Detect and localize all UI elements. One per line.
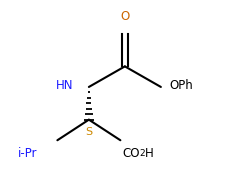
Text: 2: 2 (140, 149, 145, 158)
Text: i-Pr: i-Pr (18, 147, 38, 160)
Text: CO: CO (123, 147, 140, 160)
Text: HN: HN (56, 79, 73, 92)
Text: S: S (85, 127, 92, 137)
Text: OPh: OPh (170, 79, 194, 92)
Text: O: O (120, 10, 130, 23)
Text: H: H (145, 147, 154, 160)
